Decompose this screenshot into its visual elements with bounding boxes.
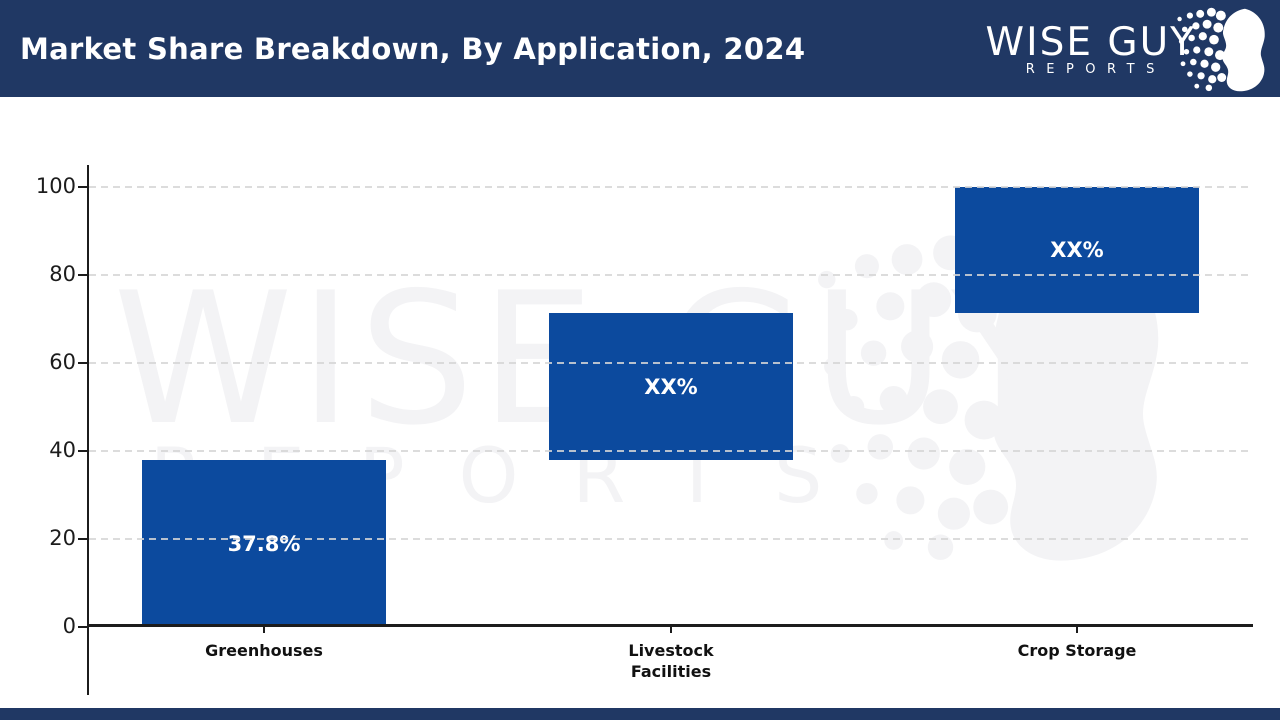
y-tick-mark-40 [78,449,87,452]
x-tick-mark-1 [263,627,265,633]
y-tick-mark-20 [78,537,87,540]
y-tick-label-100: 100 [35,173,76,198]
y-tick-mark-0 [78,626,87,628]
y-tick-mark-80 [78,273,87,276]
x-category-label-3: Crop Storage [1017,641,1137,660]
y-tick-label-80: 80 [49,261,76,286]
bar-value-label: XX% [644,374,698,399]
bar-greenhouses: 37.8% [142,460,386,627]
gridline-40 [89,449,1253,452]
logo-subtitle: REPORTS [1025,62,1166,78]
y-tick-mark-60 [78,361,87,364]
gridline-100 [89,185,1253,188]
gridline-20 [89,537,1253,540]
header-bar: Market Share Breakdown, By Application, … [0,0,1280,97]
page-title: Market Share Breakdown, By Application, … [20,31,806,66]
bar-livestock-facilities: XX% [549,312,793,461]
y-axis-line [87,165,89,695]
bar-crop-storage: XX% [955,186,1199,313]
x-category-label-2: Livestock Facilities [628,641,714,681]
y-tick-label-40: 40 [49,437,76,462]
logo-face-icon [1177,7,1265,92]
x-tick-mark-2 [670,627,672,633]
y-tick-mark-100 [78,185,87,188]
footer-bar [0,708,1280,720]
x-category-label-1: Greenhouses [205,641,323,660]
y-tick-label-0: 0 [62,614,76,638]
chart-plot-area: 0 20 40 60 80 100 37.8% XX% XX% Greenhouses Livest… [0,97,1280,708]
y-tick-label-20: 20 [49,525,76,550]
x-tick-mark-3 [1076,627,1078,633]
bar-value-label: XX% [1050,237,1104,262]
logo-text: WISE GUY REPORTS [985,19,1196,78]
bar-value-label: 37.8% [227,531,301,556]
logo-wordmark: WISE GUY [985,19,1196,65]
x-axis-line [87,624,1253,627]
wise-guy-logo: WISE GUY REPORTS [986,7,1270,93]
y-tick-label-60: 60 [49,349,76,374]
gridline-80 [89,273,1253,276]
gridline-60 [89,361,1253,364]
